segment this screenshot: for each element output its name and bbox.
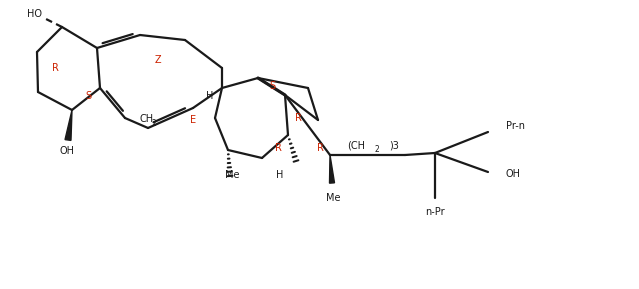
Text: H: H	[276, 170, 284, 180]
Text: R: R	[295, 113, 302, 123]
Text: Z: Z	[155, 55, 161, 65]
Text: n-Pr: n-Pr	[425, 207, 445, 217]
Text: Me: Me	[326, 193, 340, 203]
Text: R: R	[316, 143, 323, 153]
Text: Pr-n: Pr-n	[506, 121, 525, 131]
Text: OH: OH	[506, 169, 521, 179]
Text: HO: HO	[26, 9, 42, 19]
Text: Me: Me	[225, 170, 239, 180]
Text: R: R	[52, 63, 58, 73]
Text: S: S	[85, 91, 91, 101]
Text: E: E	[190, 115, 196, 125]
Text: (CH: (CH	[347, 141, 365, 151]
Text: S: S	[269, 81, 275, 91]
Text: 2: 2	[374, 145, 380, 155]
Text: )3: )3	[389, 141, 399, 151]
Text: H: H	[206, 91, 213, 101]
Polygon shape	[65, 110, 72, 140]
Text: OH: OH	[59, 146, 75, 156]
Text: 2: 2	[152, 118, 157, 127]
Polygon shape	[330, 155, 334, 183]
Text: R: R	[275, 143, 281, 153]
Text: CH: CH	[139, 114, 153, 124]
